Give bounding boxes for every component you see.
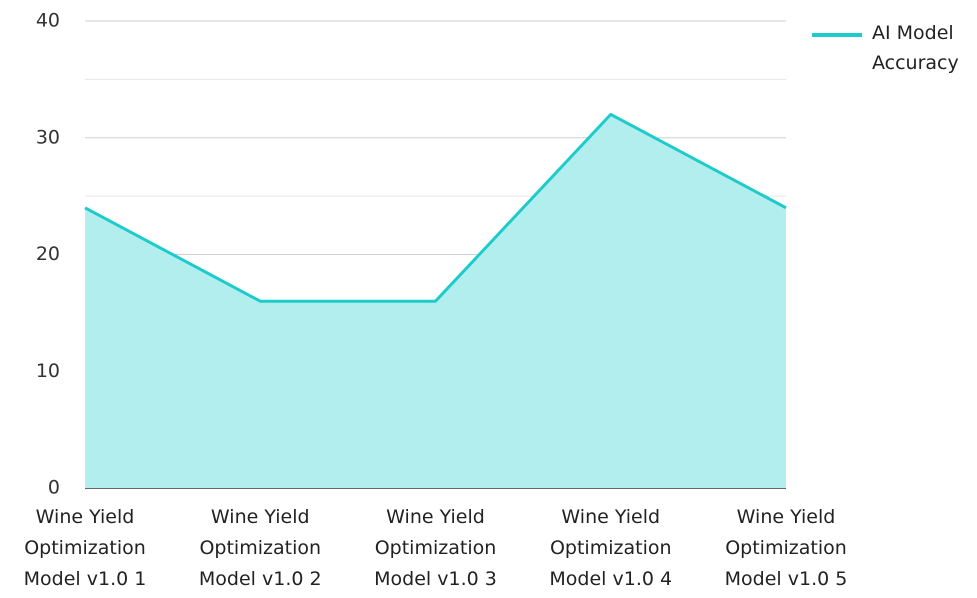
legend-label: AI Model Accuracy — [872, 22, 959, 74]
x-tick-label: Wine Yield Optimization Model v1.0 1 — [23, 506, 147, 590]
x-tick-label: Wine Yield Optimization Model v1.0 2 — [198, 506, 322, 590]
y-tick-label: 20 — [36, 243, 60, 265]
y-tick-label: 40 — [36, 10, 60, 32]
y-tick-label: 0 — [48, 477, 60, 499]
x-tick-label: Wine Yield Optimization Model v1.0 4 — [549, 506, 673, 590]
x-tick-label: Wine Yield Optimization Model v1.0 3 — [374, 506, 497, 590]
y-tick-label: 30 — [36, 126, 60, 148]
x-tick-label: Wine Yield Optimization Model v1.0 5 — [724, 506, 848, 590]
area-line — [84, 112, 787, 303]
y-tick-label: 10 — [36, 360, 60, 382]
